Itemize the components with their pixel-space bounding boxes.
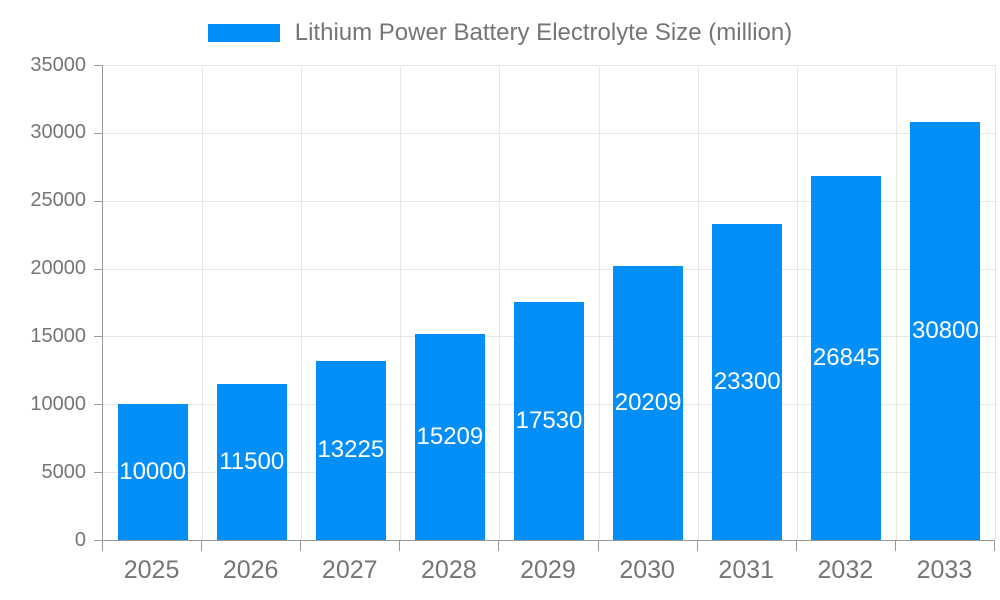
x-tick-label: 2027	[321, 556, 378, 584]
x-grid-line	[301, 65, 303, 540]
bar[interactable]: 17530	[514, 302, 584, 540]
bar-value-label: 15209	[416, 422, 484, 450]
y-tick-label: 0	[74, 528, 86, 551]
y-tick-mark	[94, 200, 102, 202]
x-tick-mark	[201, 540, 203, 551]
y-tick-label: 25000	[30, 189, 86, 212]
bar-value-label: 11500	[219, 447, 285, 475]
y-grid-line	[103, 268, 995, 270]
plot-area: 10000 11500 13225 15209 17530 20209 23300 26845…	[102, 65, 996, 541]
x-tick-mark	[498, 540, 500, 551]
x-tick-label: 2031	[718, 556, 775, 584]
y-tick-label: 20000	[30, 257, 86, 280]
x-grid-line	[400, 65, 402, 540]
legend-swatch	[207, 24, 280, 42]
bar-value-label: 13225	[317, 436, 385, 464]
x-tick-mark	[994, 540, 995, 551]
bar-value-label: 17530	[515, 407, 583, 435]
y-tick-label: 35000	[30, 53, 86, 76]
bar-value-label: 10000	[119, 458, 186, 486]
legend-item[interactable]: Lithium Power Battery Electrolyte Size (…	[0, 19, 1000, 47]
x-grid-line	[895, 65, 897, 540]
y-grid-line	[103, 65, 995, 66]
y-tick-mark	[94, 336, 102, 338]
bar[interactable]: 13225	[315, 360, 386, 540]
bar[interactable]: 26845	[811, 175, 882, 540]
bar-value-label: 20209	[614, 388, 682, 416]
y-tick-label: 30000	[30, 121, 86, 144]
x-tick-mark	[399, 540, 401, 551]
y-tick-mark	[94, 540, 102, 541]
bar[interactable]: 15209	[414, 333, 485, 540]
x-grid-line	[697, 65, 699, 540]
x-grid-line	[598, 65, 600, 540]
y-grid-line	[103, 200, 995, 202]
y-tick-mark	[94, 268, 102, 270]
y-tick-label: 5000	[41, 460, 87, 483]
x-tick-label: 2033	[916, 556, 973, 584]
y-tick-mark	[94, 132, 102, 134]
x-tick-label: 2028	[421, 556, 477, 584]
x-tick-label: 2032	[817, 556, 874, 584]
x-tick-label: 2030	[619, 556, 675, 584]
x-tick-mark	[597, 540, 599, 551]
x-grid-line	[202, 65, 204, 540]
y-tick-label: 10000	[30, 392, 86, 415]
bar[interactable]: 10000	[117, 404, 188, 540]
x-grid-line	[499, 65, 501, 540]
x-tick-mark	[795, 540, 797, 551]
y-tick-mark	[94, 404, 102, 406]
x-grid-line	[796, 65, 798, 540]
x-tick-label: 2025	[123, 556, 180, 584]
x-tick-mark	[894, 540, 896, 551]
x-grid-line	[995, 65, 996, 540]
y-tick-label: 15000	[30, 324, 86, 347]
bar-value-label: 30800	[912, 317, 979, 344]
x-tick-mark	[696, 540, 698, 551]
x-tick-label: 2026	[222, 556, 279, 584]
bar[interactable]: 23300	[712, 223, 783, 540]
y-tick-mark	[94, 65, 102, 66]
y-tick-mark	[94, 472, 102, 474]
bar[interactable]: 20209	[613, 265, 684, 540]
y-grid-line	[103, 132, 995, 134]
x-tick-label: 2029	[520, 556, 576, 584]
bar[interactable]: 30800	[910, 122, 981, 540]
legend-label: Lithium Power Battery Electrolyte Size (…	[294, 19, 793, 46]
bar-value-label: 23300	[713, 367, 781, 395]
bar[interactable]: 11500	[216, 383, 287, 540]
x-tick-mark	[300, 540, 302, 551]
bar-value-label: 26845	[812, 343, 880, 371]
x-tick-mark	[102, 540, 103, 551]
